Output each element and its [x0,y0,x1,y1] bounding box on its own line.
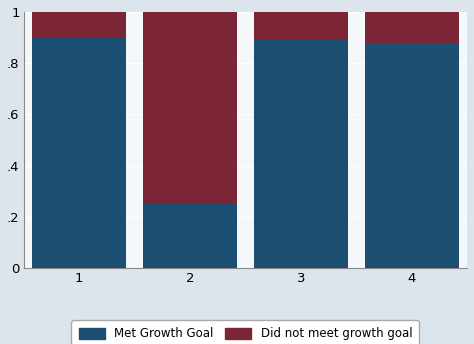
Bar [365,43,459,268]
Bar [32,12,126,37]
Bar [143,204,237,268]
Legend: Met Growth Goal, Did not meet growth goal: Met Growth Goal, Did not meet growth goa… [72,320,419,344]
Bar [254,40,348,268]
Bar [143,12,237,204]
Bar [254,12,348,40]
Bar [32,37,126,268]
Bar [365,12,459,43]
